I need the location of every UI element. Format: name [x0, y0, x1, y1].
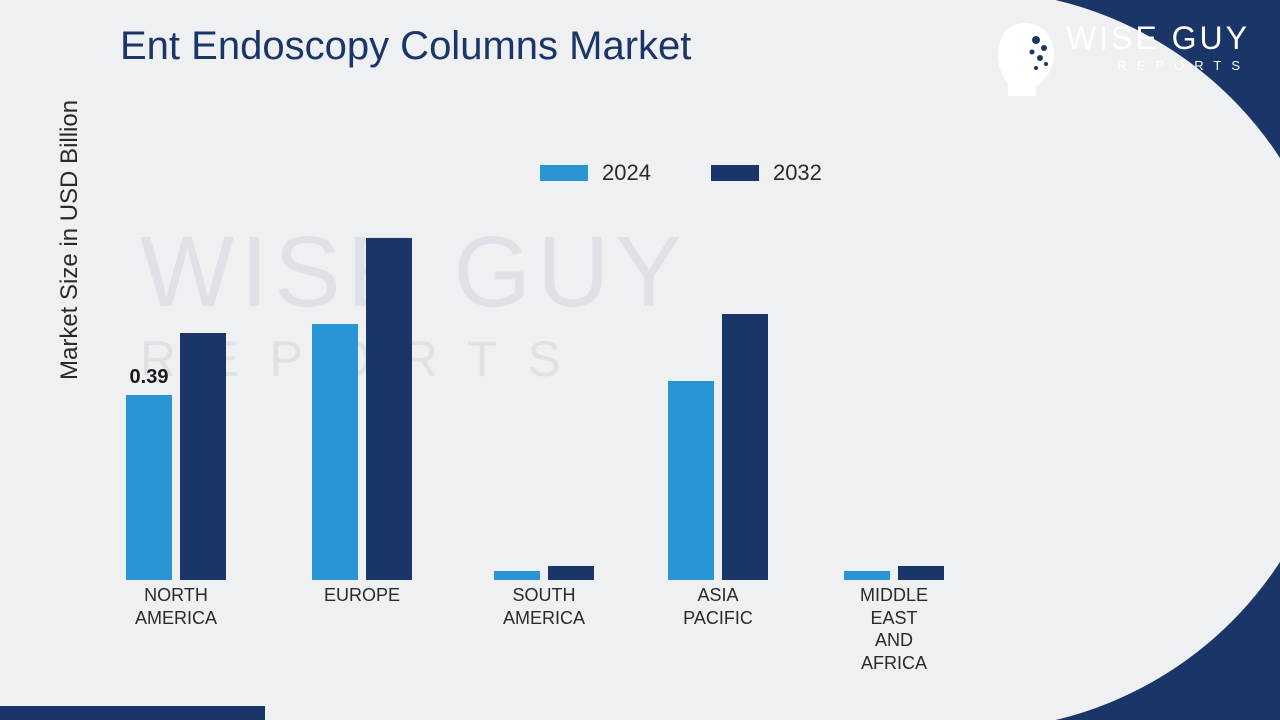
legend-label-2032: 2032 — [773, 160, 822, 186]
x-tick-label: EUROPE — [324, 584, 400, 607]
brand-line2: REPORTS — [1066, 58, 1250, 73]
brand-head-icon — [990, 18, 1060, 98]
brand-block: WISE GUY REPORTS — [1066, 22, 1250, 73]
bar — [312, 324, 358, 581]
bar — [844, 571, 890, 581]
chart-title: Ent Endoscopy Columns Market — [120, 24, 691, 69]
brand-line1: WISE GUY — [1066, 22, 1250, 54]
x-tick-label: ASIA PACIFIC — [683, 584, 753, 629]
bar — [366, 238, 412, 580]
bar-value-label: 0.39 — [130, 366, 169, 389]
legend-swatch-2024 — [540, 165, 588, 181]
legend-item-2024: 2024 — [540, 160, 651, 186]
bottom-accent-strip — [0, 706, 265, 720]
legend-label-2024: 2024 — [602, 160, 651, 186]
chart-page: Ent Endoscopy Columns Market WISE GUY RE… — [0, 0, 1280, 720]
bar-group — [312, 238, 412, 580]
x-tick-label: MIDDLE EAST AND AFRICA — [860, 584, 928, 674]
bar — [668, 381, 714, 581]
bar — [722, 314, 768, 580]
bar — [126, 395, 172, 580]
legend-item-2032: 2032 — [711, 160, 822, 186]
x-tick-label: NORTH AMERICA — [135, 584, 217, 629]
legend: 2024 2032 — [540, 160, 822, 186]
bar — [548, 566, 594, 580]
bar-group — [844, 566, 944, 580]
plot-region: 0.39 — [100, 200, 1000, 580]
bar — [180, 333, 226, 580]
y-axis-label: Market Size in USD Billion — [56, 100, 84, 380]
legend-swatch-2032 — [711, 165, 759, 181]
x-tick-label: SOUTH AMERICA — [503, 584, 585, 629]
bar-group — [494, 566, 594, 580]
chart-area: 0.39 — [100, 200, 1000, 580]
bar-group — [668, 314, 768, 580]
bar — [494, 571, 540, 581]
bar — [898, 566, 944, 580]
